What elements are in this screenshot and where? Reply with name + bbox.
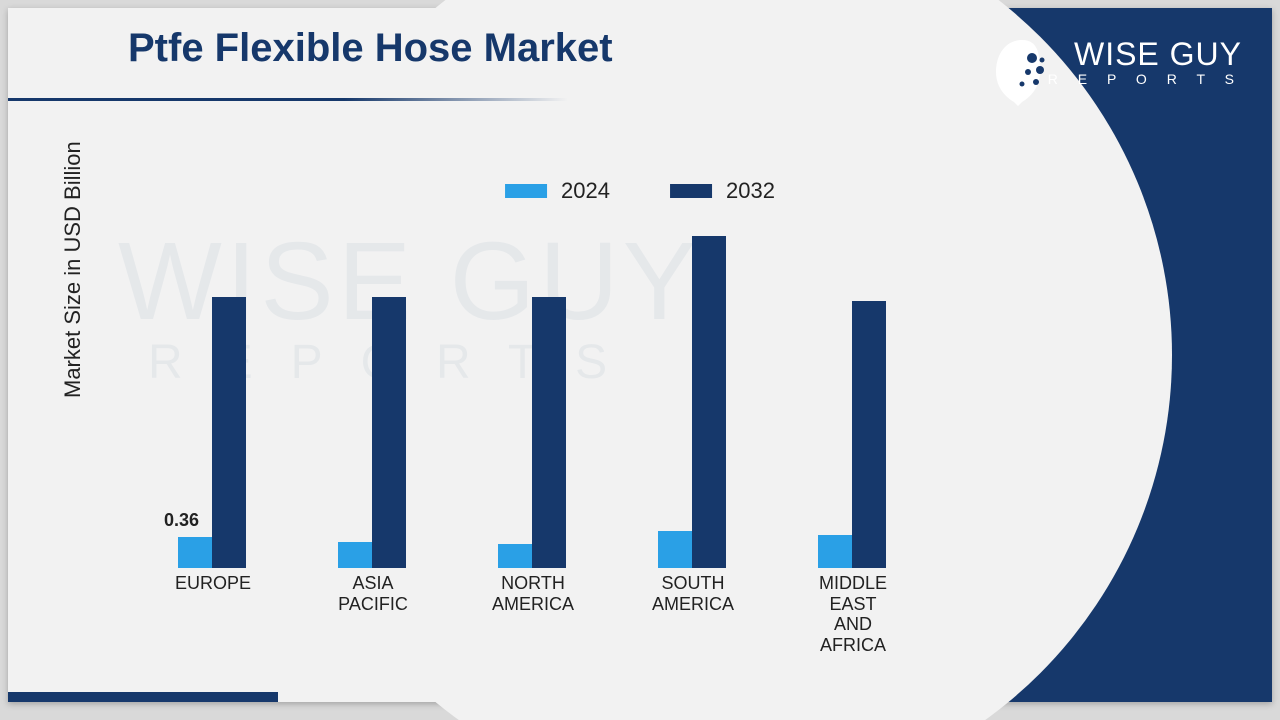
bar-2024 (658, 531, 692, 568)
x-label: ASIAPACIFIC (313, 573, 433, 614)
bar-2024 (338, 542, 372, 568)
bar-2032 (692, 236, 726, 569)
footer-accent-bar (8, 692, 278, 702)
value-label: 0.36 (164, 510, 199, 531)
brand-head-icon (992, 38, 1052, 108)
legend-swatch-2032 (670, 184, 712, 198)
x-label: EUROPE (153, 573, 273, 594)
legend-label-2024: 2024 (561, 178, 610, 204)
legend: 2024 2032 (505, 178, 775, 204)
brand-line1: WISE GUY (1048, 36, 1242, 73)
brand-logo: WISE GUY R E P O R T S (1048, 36, 1242, 87)
bar-2024 (178, 537, 212, 569)
legend-swatch-2024 (505, 184, 547, 198)
bar-2032 (852, 301, 886, 568)
bar-2024 (818, 535, 852, 568)
x-label: SOUTHAMERICA (633, 573, 753, 614)
bar-2032 (212, 297, 246, 568)
x-label: MIDDLEEASTANDAFRICA (793, 573, 913, 656)
chart-title: Ptfe Flexible Hose Market (128, 26, 613, 71)
title-underline (8, 98, 568, 101)
legend-item-2032: 2032 (670, 178, 775, 204)
legend-item-2024: 2024 (505, 178, 610, 204)
bar-2024 (498, 544, 532, 569)
plot-area: 0.36 (128, 218, 948, 568)
stage: Ptfe Flexible Hose Market WISE GUY R E P… (0, 0, 1280, 720)
legend-label-2032: 2032 (726, 178, 775, 204)
chart-card: Ptfe Flexible Hose Market WISE GUY R E P… (8, 8, 1272, 702)
bar-2032 (372, 297, 406, 568)
brand-line2: R E P O R T S (1048, 71, 1242, 87)
x-label: NORTHAMERICA (473, 573, 593, 614)
y-axis-label: Market Size in USD Billion (60, 141, 86, 398)
bar-2032 (532, 297, 566, 568)
